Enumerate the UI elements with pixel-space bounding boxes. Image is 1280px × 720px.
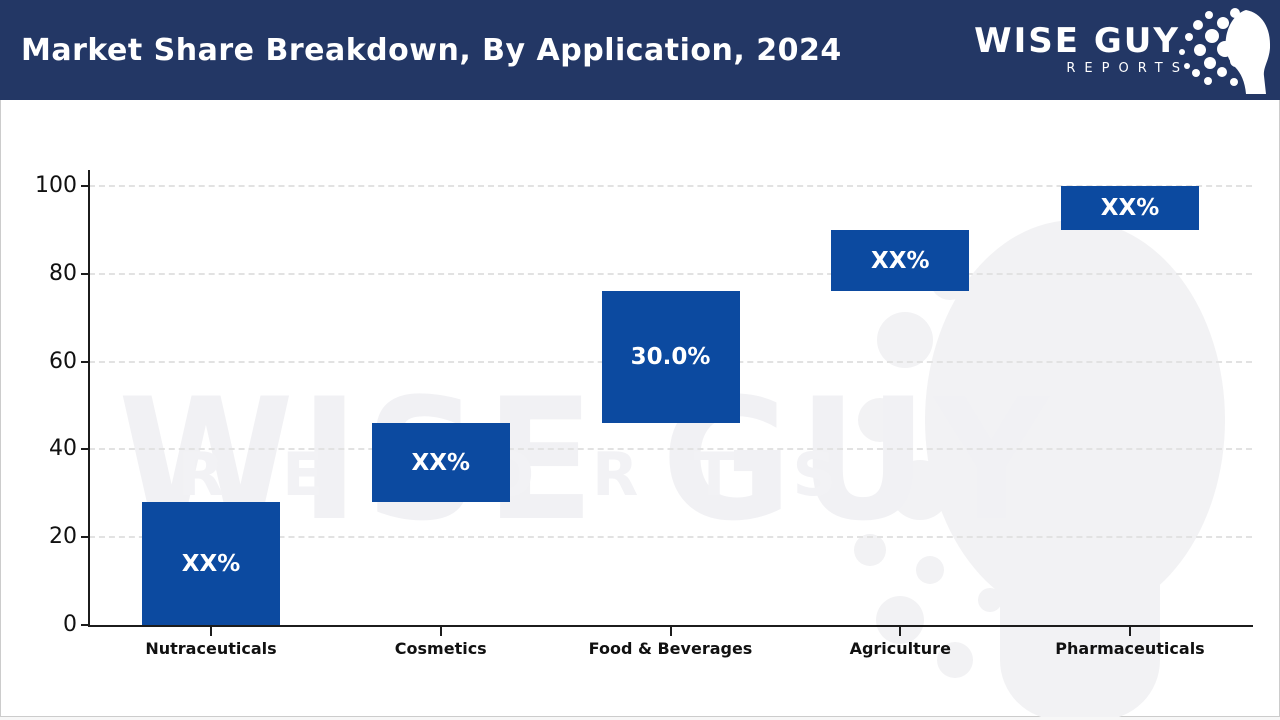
y-tick-label: 80 [49,260,77,286]
y-tick-label: 60 [49,348,77,374]
watermark-face-dots [854,220,1225,717]
y-tick-mark [81,360,89,363]
bar-nutraceuticals: XX% [142,502,280,625]
brand-name: WISE GUY [974,21,1180,61]
y-tick-label: 40 [49,436,77,462]
x-tick-mark [439,627,442,636]
x-tick-mark [210,627,212,636]
x-tick-label: Food & Beverages [588,639,753,658]
bar-agriculture: XX% [831,229,970,292]
y-tick-mark [81,536,89,539]
x-tick-label: Nutraceuticals [145,639,277,658]
gridline-80 [89,272,1252,275]
y-tick-label: 100 [35,173,77,198]
y-tick-mark [81,272,89,275]
y-tick-label: 0 [63,612,77,637]
y-axis-line [88,170,90,627]
page-title: Market Share Breakdown, By Application, … [21,33,842,68]
watermark: WISE GUY REPORTS [0,100,1280,717]
header-banner: Market Share Breakdown, By Application, … [0,0,1280,100]
bar-value-label: 30.0% [630,344,711,371]
brand-logo-text: WISE GUY REPORTS [974,24,1180,76]
bar-cosmetics: XX% [371,423,510,503]
bar-value-label: XX% [181,550,241,577]
x-tick-label: Agriculture [849,639,951,658]
brand-logo: WISE GUY REPORTS [974,6,1271,94]
x-tick-label: Cosmetics [394,639,487,658]
x-tick-mark [1129,627,1131,636]
y-tick-mark [81,185,89,187]
x-axis-line [88,625,1253,627]
gridline-20 [89,536,1252,539]
gridline-100 [89,185,1252,187]
x-tick-mark [899,627,902,636]
bar-value-label: XX% [411,449,470,476]
x-tick-label: Pharmaceuticals [1055,639,1205,658]
bar-value-label: XX% [870,247,930,274]
brand-subname: REPORTS [1066,61,1189,76]
y-tick-mark [81,448,89,451]
gridline-40 [89,448,1252,451]
y-tick-mark [81,624,89,626]
bar-pharmaceuticals: XX% [1061,186,1199,230]
brand-face-icon [1179,8,1271,94]
x-tick-mark [669,627,672,636]
bar-value-label: XX% [1100,194,1160,221]
y-tick-label: 20 [49,524,77,550]
bar-food-beverages: 30.0% [601,291,740,424]
